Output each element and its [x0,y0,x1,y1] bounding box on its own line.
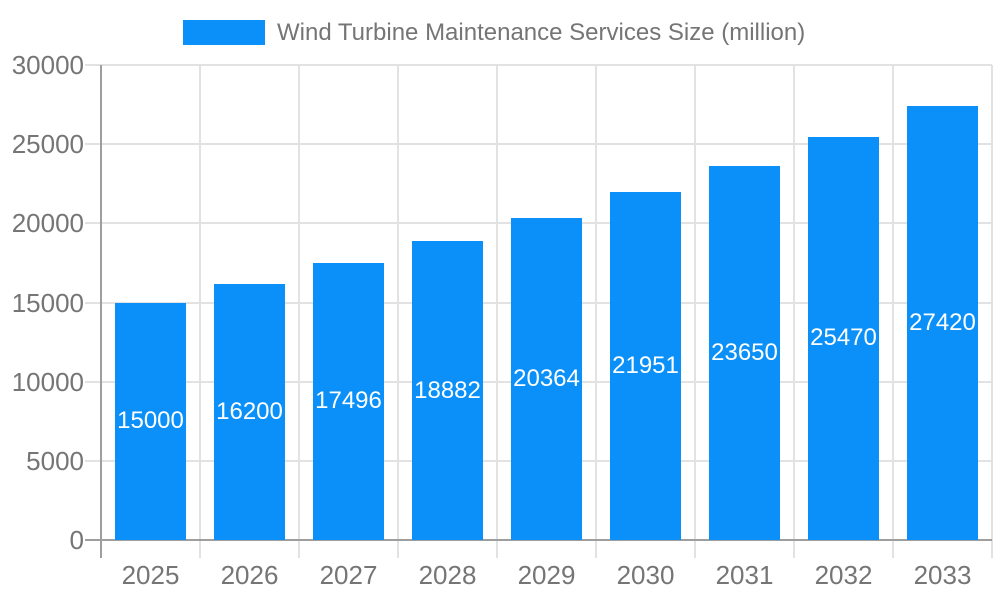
y-gridline [85,64,992,66]
y-axis-tick-label: 20000 [11,208,84,239]
x-axis-tick-label: 2031 [715,560,774,590]
legend-swatch-icon [183,20,265,45]
x-axis-tick-label: 2026 [220,560,279,590]
y-axis-tick-label: 5000 [26,445,84,476]
y-axis-tick-label: 15000 [11,287,84,318]
x-gridline [199,65,201,558]
y-axis-tick-label: 30000 [11,50,84,80]
x-gridline [397,65,399,558]
x-axis-tick-label: 2025 [121,560,180,590]
x-axis-tick-label: 2030 [616,560,675,590]
bar-value-label: 18882 [414,376,481,404]
y-axis-tick-label: 25000 [11,129,84,160]
bar-value-label: 20364 [513,364,580,392]
bar-value-label: 21951 [612,352,679,380]
x-gridline [298,65,300,558]
bar-value-label: 15000 [117,407,184,435]
x-axis-tick-label: 2029 [517,560,576,590]
legend-label: Wind Turbine Maintenance Services Size (… [277,19,806,46]
bar-value-label: 17496 [315,387,382,415]
x-gridline [595,65,597,558]
bar-value-label: 25470 [810,324,877,352]
x-axis-line [85,539,992,541]
x-gridline [991,65,993,558]
x-axis-tick-label: 2027 [319,560,378,590]
bar: 17496 [313,262,384,540]
bar-value-label: 16200 [216,397,283,425]
y-axis-line [100,65,102,558]
chart-legend: Wind Turbine Maintenance Services Size (… [0,14,1000,50]
bar-value-label: 23650 [711,338,778,366]
y-axis-tick-label: 0 [69,525,84,555]
y-gridline [85,143,992,146]
y-axis-tick-label: 10000 [11,366,84,397]
bar: 20364 [511,217,582,540]
bar: 21951 [610,192,681,540]
x-axis-tick-label: 2032 [814,560,873,590]
x-axis-tick-label: 2033 [913,560,972,590]
bar: 23650 [709,165,780,540]
bar: 25470 [808,136,879,540]
x-gridline [793,65,795,558]
bar: 18882 [412,241,483,540]
x-axis-tick-label: 2028 [418,560,477,590]
x-gridline [694,65,696,558]
bar: 16200 [214,283,285,540]
bar: 27420 [907,105,978,540]
x-gridline [892,65,894,558]
x-gridline [496,65,498,558]
bar: 15000 [115,302,186,540]
bar-value-label: 27420 [909,308,976,336]
